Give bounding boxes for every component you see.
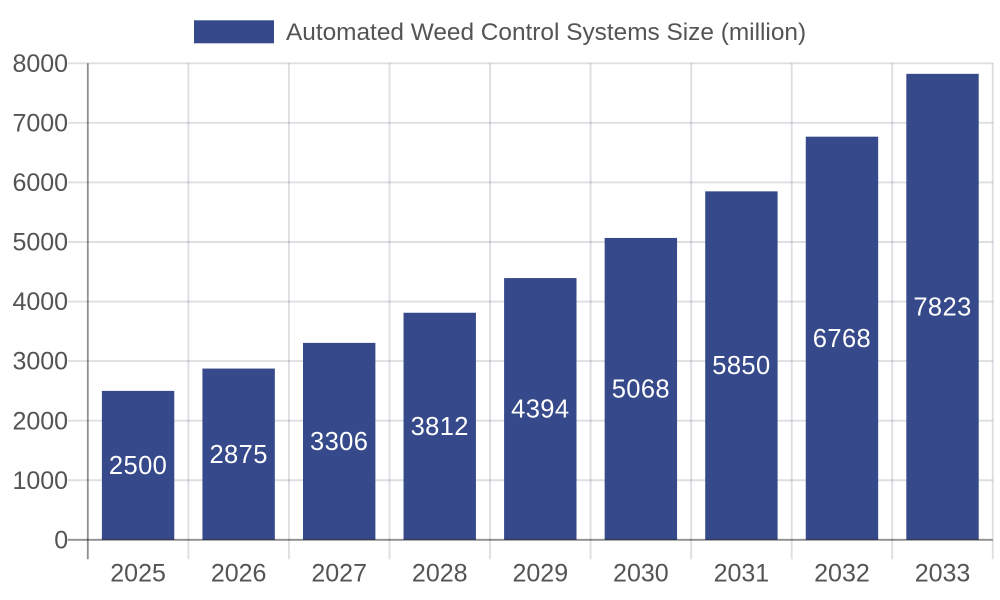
svg-text:2033: 2033 xyxy=(915,560,971,588)
svg-text:2000: 2000 xyxy=(12,407,68,435)
svg-text:2875: 2875 xyxy=(209,441,267,469)
svg-text:5068: 5068 xyxy=(612,375,670,403)
svg-text:3000: 3000 xyxy=(12,348,68,376)
svg-text:3306: 3306 xyxy=(310,428,368,456)
svg-text:5850: 5850 xyxy=(712,352,770,380)
svg-text:6000: 6000 xyxy=(12,169,68,197)
svg-text:2030: 2030 xyxy=(613,560,669,588)
svg-text:6768: 6768 xyxy=(813,325,871,353)
svg-text:4000: 4000 xyxy=(12,288,68,316)
svg-text:2027: 2027 xyxy=(311,560,367,588)
svg-text:2026: 2026 xyxy=(211,560,267,588)
svg-text:2029: 2029 xyxy=(512,560,568,588)
svg-text:2028: 2028 xyxy=(412,560,468,588)
svg-text:4394: 4394 xyxy=(511,396,569,424)
svg-text:2032: 2032 xyxy=(814,560,870,588)
svg-text:2500: 2500 xyxy=(109,452,167,480)
svg-text:7823: 7823 xyxy=(913,293,971,321)
svg-text:1000: 1000 xyxy=(12,467,68,495)
svg-text:2025: 2025 xyxy=(110,560,166,588)
svg-text:2031: 2031 xyxy=(714,560,770,588)
svg-text:Automated Weed Control Systems: Automated Weed Control Systems Size (mil… xyxy=(286,19,806,46)
svg-text:8000: 8000 xyxy=(12,50,68,78)
svg-text:5000: 5000 xyxy=(12,229,68,257)
svg-text:7000: 7000 xyxy=(12,109,68,137)
svg-text:3812: 3812 xyxy=(411,413,469,441)
svg-text:0: 0 xyxy=(54,526,68,554)
